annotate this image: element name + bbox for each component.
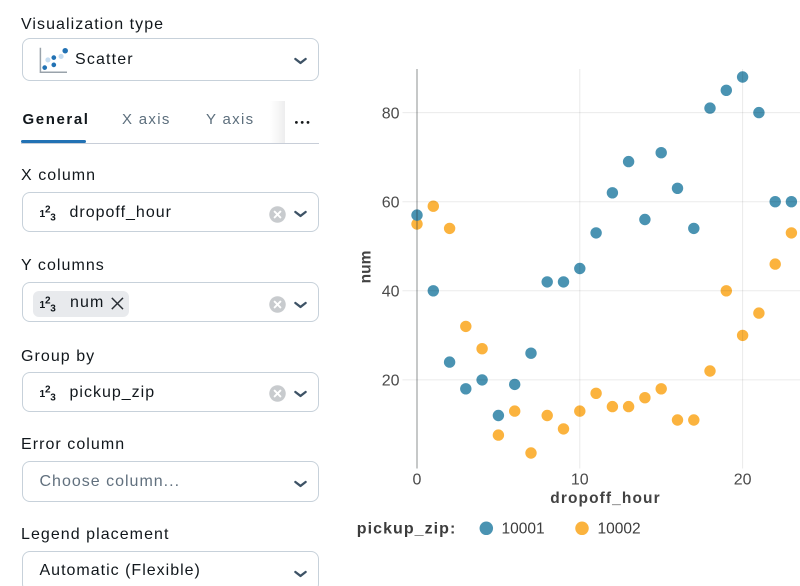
svg-text:3: 3 [50, 212, 56, 221]
svg-text:num: num [358, 251, 375, 284]
svg-text:0: 0 [413, 472, 422, 489]
svg-text:1: 1 [39, 388, 45, 400]
svg-text:2: 2 [45, 296, 51, 307]
svg-text:1: 1 [39, 299, 45, 311]
svg-text:40: 40 [382, 284, 400, 301]
svg-text:10002: 10002 [598, 521, 641, 538]
svg-text:80: 80 [382, 105, 400, 122]
svg-text:20: 20 [382, 373, 400, 390]
svg-text:dropoff_hour: dropoff_hour [550, 490, 660, 507]
svg-text:3: 3 [50, 393, 56, 402]
svg-text:3: 3 [50, 304, 56, 313]
svg-text:10: 10 [571, 472, 589, 489]
svg-text:60: 60 [382, 194, 400, 211]
svg-text:2: 2 [45, 204, 51, 215]
svg-text:10001: 10001 [502, 521, 545, 538]
svg-text:1: 1 [39, 208, 45, 220]
svg-text:20: 20 [734, 472, 752, 489]
svg-text:2: 2 [45, 385, 51, 396]
svg-text:pickup_zip:: pickup_zip: [357, 521, 457, 538]
